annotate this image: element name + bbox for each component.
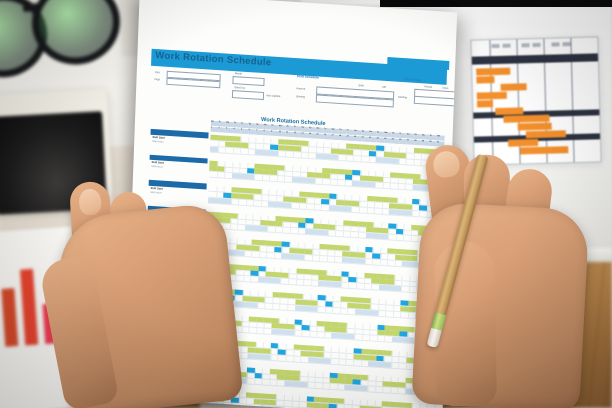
field-label-pay-starting: Starting	[397, 95, 408, 100]
field-input-month[interactable]	[232, 76, 265, 87]
day-header-cell: We	[436, 135, 446, 142]
mini-bar	[1, 288, 19, 347]
field-label-auto-update: Auto Update	[265, 94, 281, 99]
field-label-year: Year	[154, 70, 161, 75]
field-label-period: Period	[424, 85, 432, 89]
right-hand	[397, 142, 612, 408]
field-label-starting: Starting	[295, 95, 305, 99]
top-black-bar	[380, 0, 612, 7]
section-title-shift-schedule: Shift Schedule	[296, 74, 319, 80]
gantt-column-label	[521, 42, 544, 48]
field-label-dept: Dept	[154, 77, 161, 82]
schedule-cell[interactable]	[427, 404, 436, 408]
right-index-nail	[431, 149, 461, 179]
gantt-column-label	[551, 41, 574, 47]
gantt-bar	[476, 67, 511, 76]
gantt-bar	[500, 83, 527, 91]
left-hand	[38, 167, 249, 408]
employee-shift-hours: Shift Hours	[152, 140, 164, 144]
field-label-off: Off	[382, 85, 386, 89]
left-index-nail	[78, 188, 102, 216]
gantt-bar	[476, 76, 495, 84]
gantt-bar	[476, 100, 494, 108]
field-input-start-day[interactable]	[231, 90, 265, 101]
employee-shift-hours: Shift Hours	[151, 166, 163, 170]
field-label-amount: Amount	[296, 87, 306, 91]
field-label-month: Month	[234, 72, 243, 76]
field-label-days: Days	[442, 86, 449, 90]
mini-bar	[19, 268, 39, 346]
gantt-bar	[503, 114, 550, 123]
gantt-bar	[517, 122, 552, 131]
gantt-bar	[525, 130, 566, 139]
field-label-shift: Shift	[358, 84, 364, 88]
gantt-bar	[495, 107, 524, 116]
field-input-pay-starting[interactable]	[413, 95, 457, 107]
gantt-column-label	[491, 43, 514, 49]
employee-shift-start: Shift Start	[151, 161, 164, 166]
gantt-bar	[476, 91, 507, 100]
gantt-bar	[508, 138, 539, 147]
employee-shift-start: Shift Start	[152, 135, 165, 140]
